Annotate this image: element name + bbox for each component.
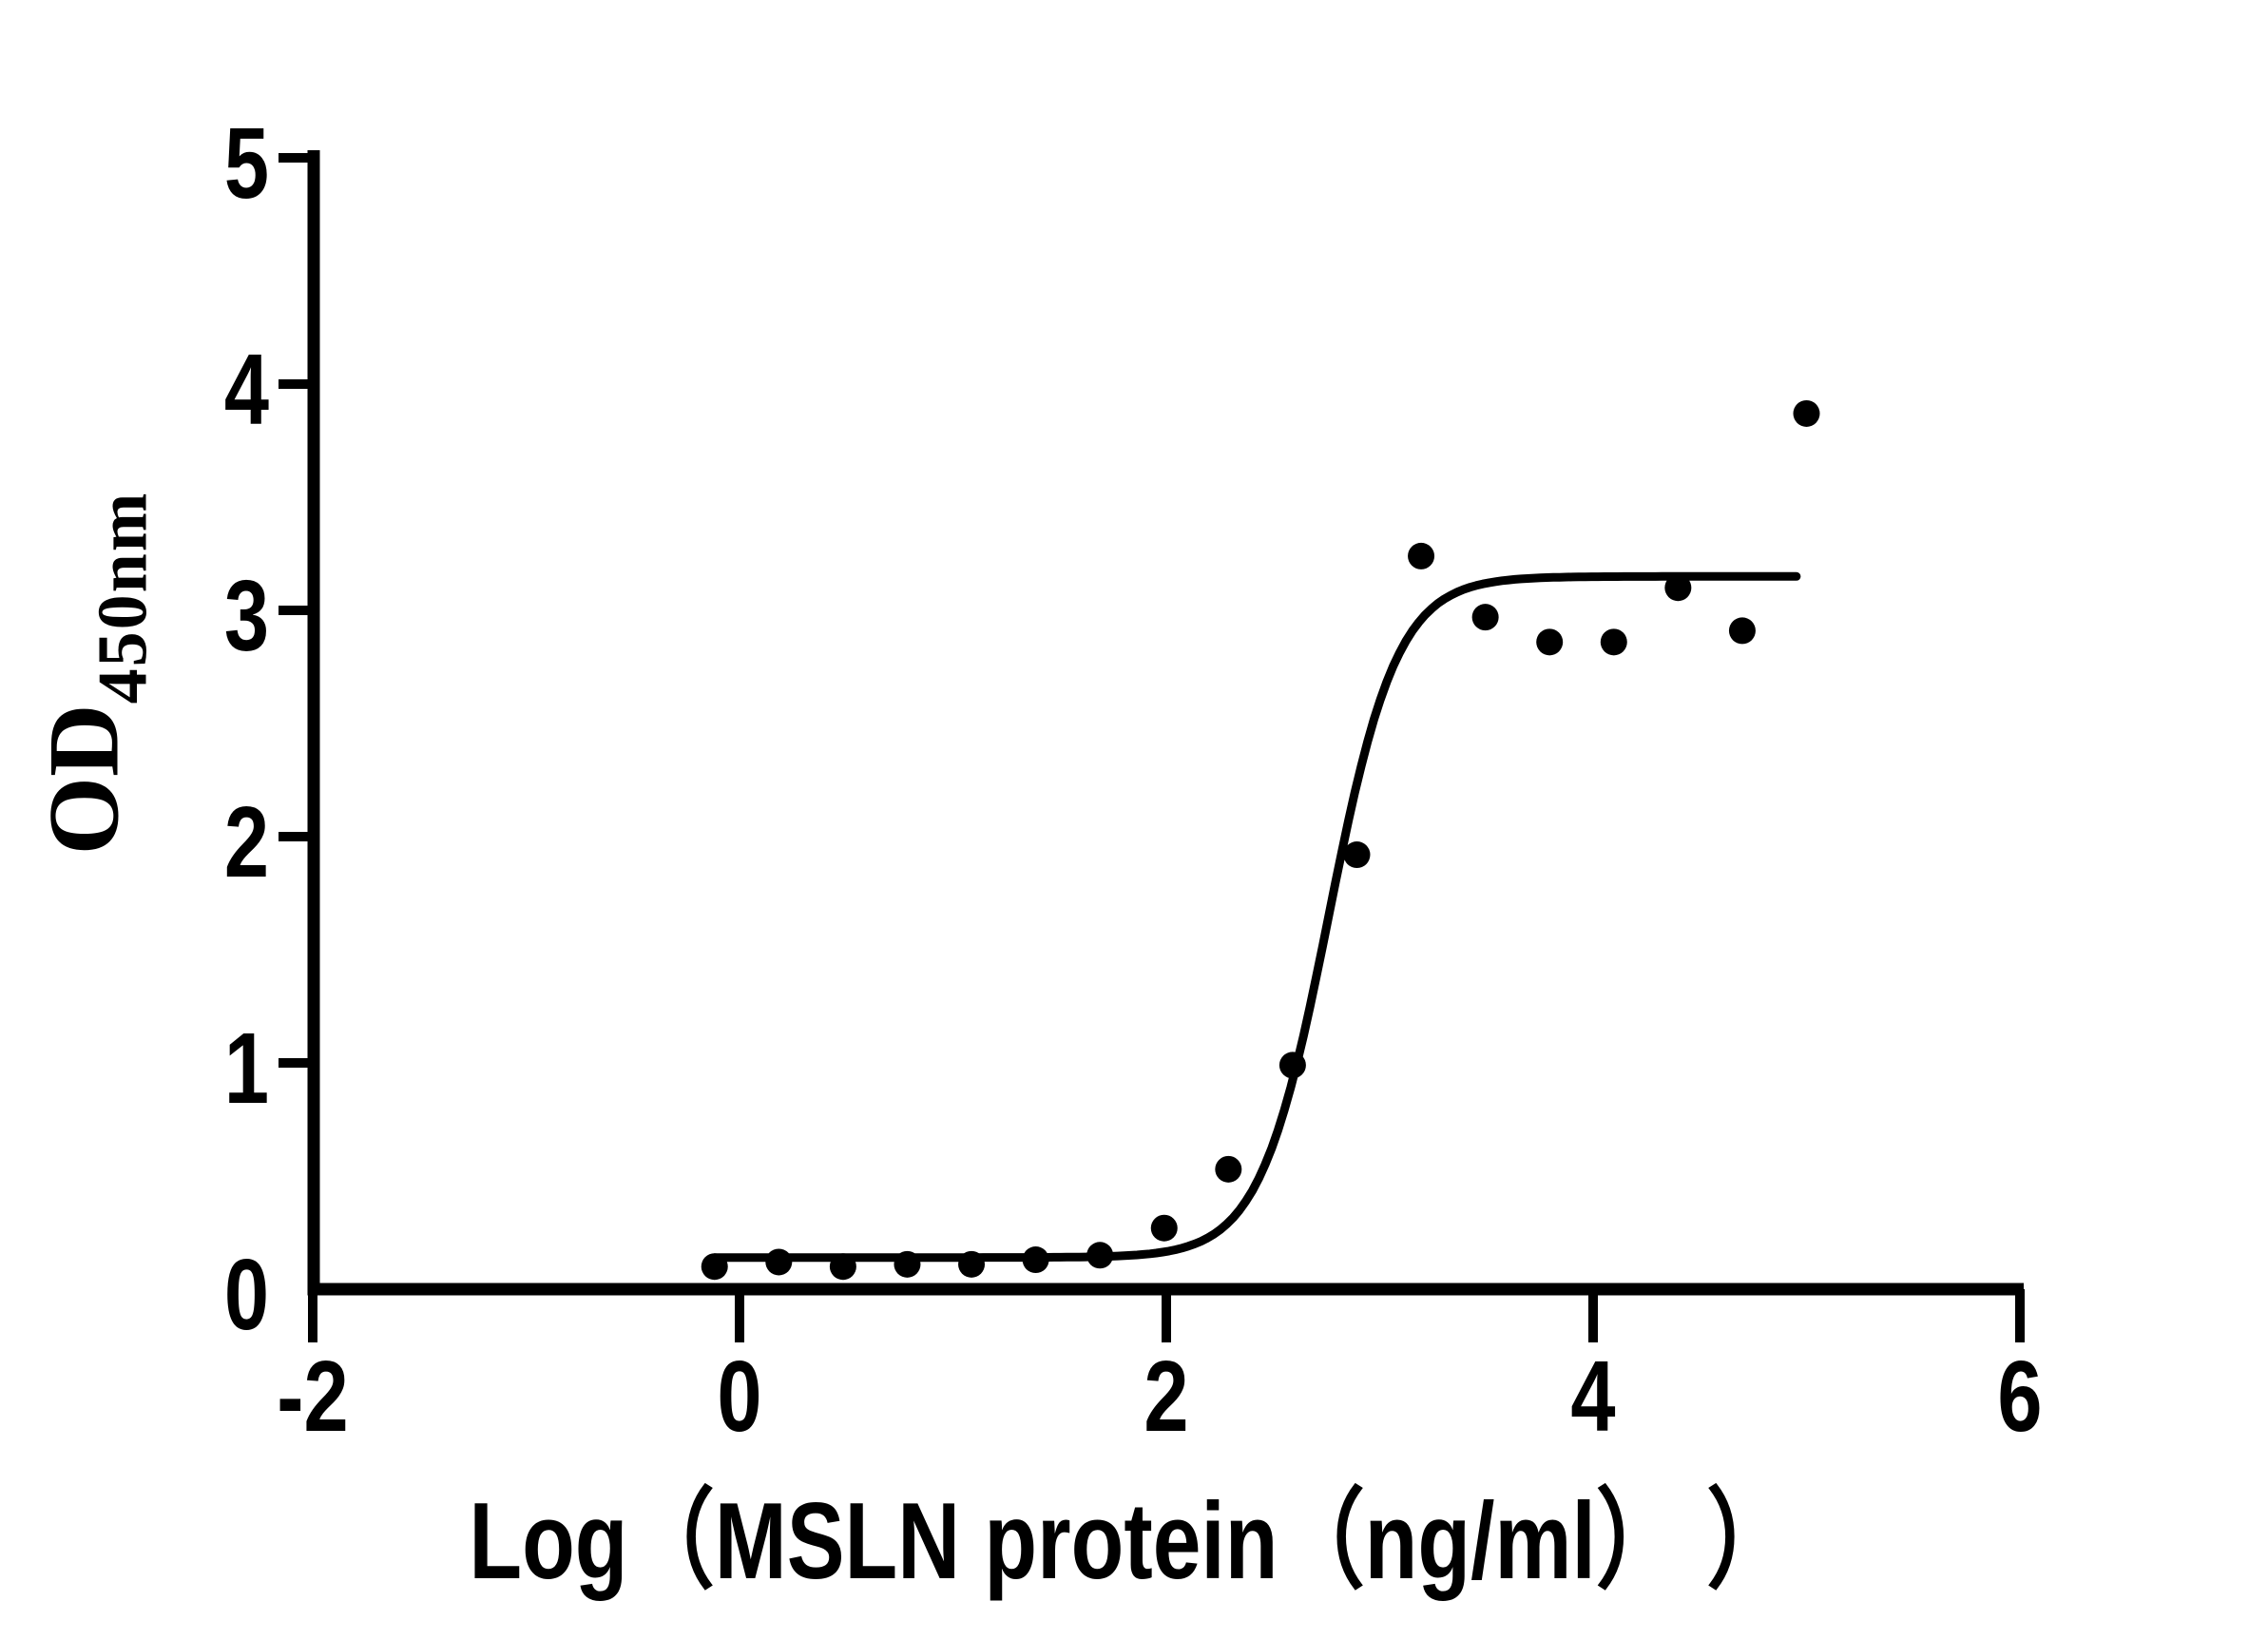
x-tick-label: 0: [717, 1341, 761, 1453]
y-tick-label: 3: [224, 560, 269, 672]
data-point: [1728, 617, 1756, 645]
data-point: [765, 1248, 793, 1276]
data-point: [1408, 542, 1435, 569]
data-point: [701, 1253, 728, 1281]
y-tick-label: 0: [224, 1239, 269, 1351]
x-tick-label: 2: [1144, 1341, 1188, 1453]
data-point: [1536, 628, 1564, 656]
data-point: [1215, 1155, 1242, 1183]
y-axis-title-subscript: 450nm: [84, 491, 163, 704]
data-point: [1664, 574, 1692, 602]
data-point: [1343, 841, 1371, 869]
data-point: [1793, 399, 1820, 427]
data-point: [1278, 1052, 1306, 1079]
x-tick-label: 4: [1570, 1341, 1615, 1453]
data-point: [1150, 1214, 1178, 1242]
y-tick-label: 1: [224, 1013, 269, 1125]
data-point: [1022, 1246, 1049, 1274]
data-point: [894, 1250, 921, 1278]
data-point: [958, 1250, 986, 1278]
data-point: [1086, 1242, 1114, 1269]
x-axis-title: Log（MSLN protein（ng/ml） ）: [469, 1481, 1794, 1602]
x-tick-label: -2: [277, 1341, 348, 1453]
x-tick-label: 6: [1997, 1341, 2042, 1453]
data-point: [1600, 628, 1627, 656]
fit-curve: [710, 571, 1801, 1263]
y-tick-label: 2: [224, 786, 269, 898]
y-tick-label: 5: [224, 107, 269, 220]
y-axis-title-main: OD: [28, 704, 140, 856]
data-point: [1471, 604, 1499, 631]
y-axis-title: OD450nm: [27, 492, 164, 856]
y-tick-label: 4: [224, 334, 269, 446]
data-point: [829, 1253, 856, 1281]
